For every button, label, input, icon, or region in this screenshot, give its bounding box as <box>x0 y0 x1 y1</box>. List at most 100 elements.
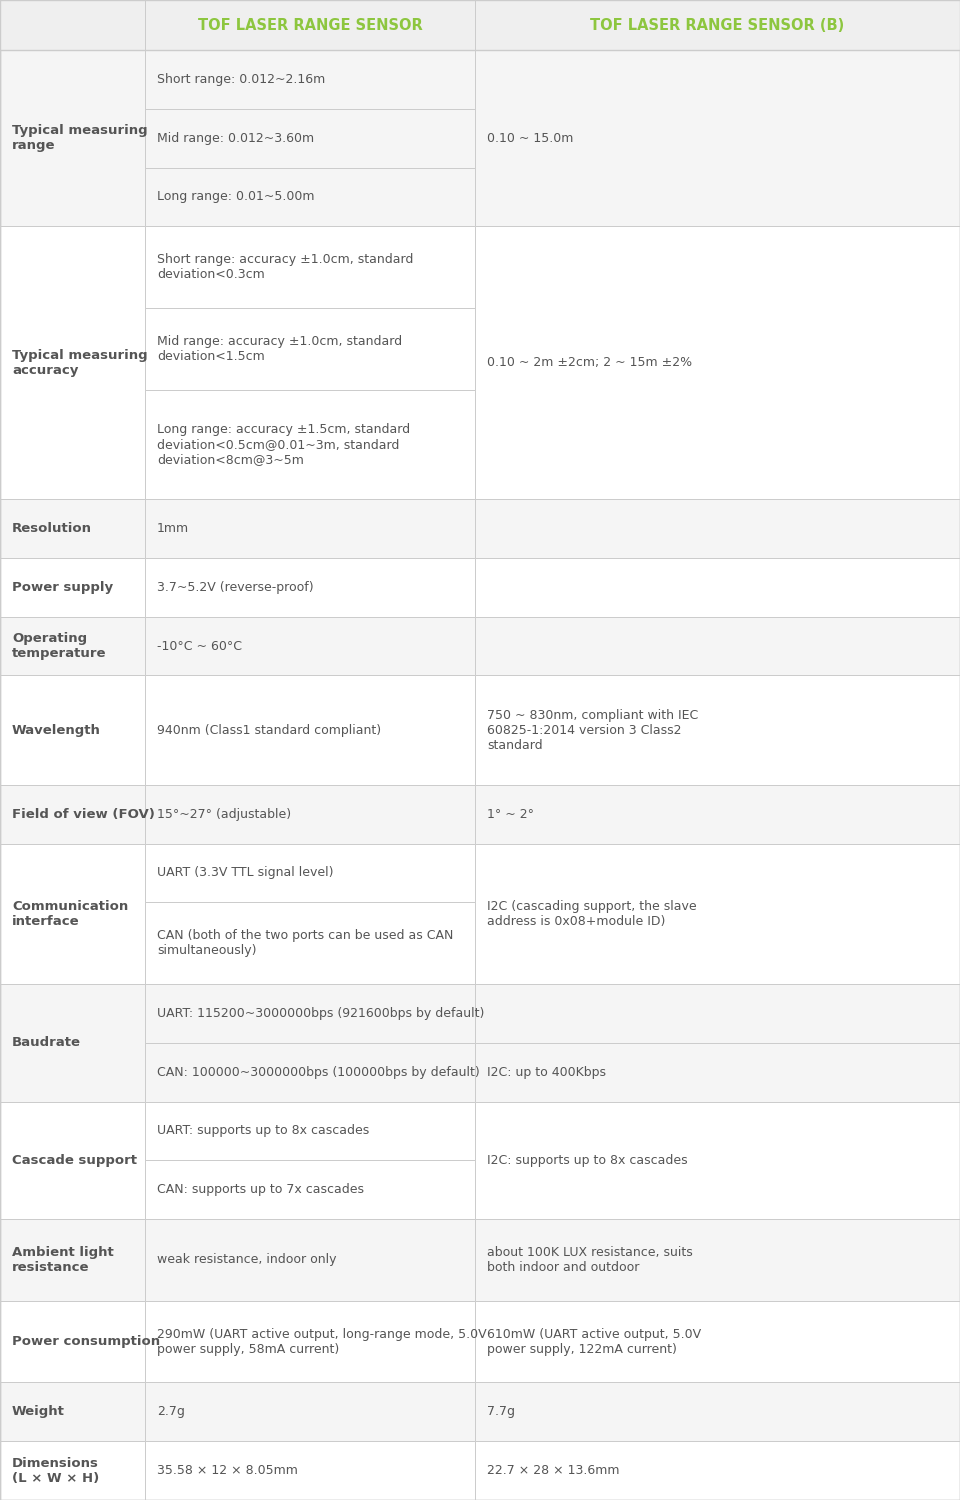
Bar <box>0 1383 145 1442</box>
Text: 750 ~ 830nm, compliant with IEC
60825-1:2014 version 3 Class2
standard: 750 ~ 830nm, compliant with IEC 60825-1:… <box>487 708 698 752</box>
Bar <box>475 784 960 843</box>
Text: Communication
interface: Communication interface <box>12 900 129 928</box>
Text: Power consumption: Power consumption <box>12 1335 160 1348</box>
Bar <box>145 1042 475 1101</box>
Text: 0.10 ~ 2m ±2cm; 2 ~ 15m ±2%: 0.10 ~ 2m ±2cm; 2 ~ 15m ±2% <box>487 356 692 369</box>
Text: 15°~27° (adjustable): 15°~27° (adjustable) <box>157 807 291 820</box>
Text: UART (3.3V TTL signal level): UART (3.3V TTL signal level) <box>157 867 333 879</box>
Bar <box>475 1383 960 1442</box>
Bar <box>0 675 145 784</box>
Text: 22.7 × 28 × 13.6mm: 22.7 × 28 × 13.6mm <box>487 1464 619 1478</box>
Text: Cascade support: Cascade support <box>12 1154 137 1167</box>
Text: Short range: 0.012~2.16m: Short range: 0.012~2.16m <box>157 74 325 86</box>
Bar <box>475 675 960 784</box>
Bar <box>145 500 475 558</box>
Bar <box>145 110 475 168</box>
Bar <box>145 843 475 903</box>
Bar <box>145 390 475 500</box>
Bar <box>475 558 960 616</box>
Bar <box>0 984 145 1101</box>
Bar <box>145 168 475 226</box>
Text: TOF LASER RANGE SENSOR (B): TOF LASER RANGE SENSOR (B) <box>590 18 845 33</box>
Text: 610mW (UART active output, 5.0V
power supply, 122mA current): 610mW (UART active output, 5.0V power su… <box>487 1328 701 1356</box>
Bar <box>475 1220 960 1300</box>
Bar <box>475 1300 960 1383</box>
Text: CAN: 100000~3000000bps (100000bps by default): CAN: 100000~3000000bps (100000bps by def… <box>157 1065 480 1078</box>
Text: 290mW (UART active output, long-range mode, 5.0V
power supply, 58mA current): 290mW (UART active output, long-range mo… <box>157 1328 487 1356</box>
Text: 3.7~5.2V (reverse-proof): 3.7~5.2V (reverse-proof) <box>157 580 314 594</box>
Text: Long range: 0.01~5.00m: Long range: 0.01~5.00m <box>157 190 315 204</box>
Text: Power supply: Power supply <box>12 580 113 594</box>
Bar <box>0 1300 145 1383</box>
Text: I2C: up to 400Kbps: I2C: up to 400Kbps <box>487 1065 606 1078</box>
Text: Baudrate: Baudrate <box>12 1036 81 1050</box>
Text: Ambient light
resistance: Ambient light resistance <box>12 1246 113 1274</box>
Bar <box>475 1442 960 1500</box>
Bar <box>475 616 960 675</box>
Text: UART: supports up to 8x cascades: UART: supports up to 8x cascades <box>157 1125 370 1137</box>
Text: Mid range: accuracy ±1.0cm, standard
deviation<1.5cm: Mid range: accuracy ±1.0cm, standard dev… <box>157 334 402 363</box>
Bar <box>475 0 960 50</box>
Bar <box>145 558 475 616</box>
Bar <box>145 675 475 784</box>
Bar <box>145 0 475 50</box>
Bar <box>145 784 475 843</box>
Bar <box>145 616 475 675</box>
Text: Dimensions
(L × W × H): Dimensions (L × W × H) <box>12 1456 99 1485</box>
Bar <box>0 1101 145 1220</box>
Bar <box>475 843 960 984</box>
Text: I2C: supports up to 8x cascades: I2C: supports up to 8x cascades <box>487 1154 687 1167</box>
Bar <box>0 558 145 616</box>
Bar <box>475 226 960 500</box>
Bar <box>0 500 145 558</box>
Text: Field of view (FOV): Field of view (FOV) <box>12 807 155 820</box>
Text: 940nm (Class1 standard compliant): 940nm (Class1 standard compliant) <box>157 723 381 736</box>
Text: Wavelength: Wavelength <box>12 723 101 736</box>
Text: Mid range: 0.012~3.60m: Mid range: 0.012~3.60m <box>157 132 314 144</box>
Text: Typical measuring
range: Typical measuring range <box>12 124 148 152</box>
Bar <box>145 1383 475 1442</box>
Bar <box>0 50 145 226</box>
Text: 2.7g: 2.7g <box>157 1406 185 1419</box>
Bar <box>145 1442 475 1500</box>
Text: Operating
temperature: Operating temperature <box>12 632 107 660</box>
Bar <box>145 1101 475 1161</box>
Bar <box>145 1300 475 1383</box>
Bar <box>145 226 475 308</box>
Bar <box>0 843 145 984</box>
Bar <box>0 616 145 675</box>
Text: Typical measuring
accuracy: Typical measuring accuracy <box>12 348 148 376</box>
Text: 35.58 × 12 × 8.05mm: 35.58 × 12 × 8.05mm <box>157 1464 298 1478</box>
Text: about 100K LUX resistance, suits
both indoor and outdoor: about 100K LUX resistance, suits both in… <box>487 1246 693 1274</box>
Bar <box>145 50 475 110</box>
Bar <box>0 1220 145 1300</box>
Text: 1° ~ 2°: 1° ~ 2° <box>487 807 534 820</box>
Bar <box>475 1042 960 1101</box>
Bar <box>475 984 960 1042</box>
Text: CAN (both of the two ports can be used as CAN
simultaneously): CAN (both of the two ports can be used a… <box>157 928 453 957</box>
Text: 7.7g: 7.7g <box>487 1406 515 1419</box>
Text: Long range: accuracy ±1.5cm, standard
deviation<0.5cm@0.01~3m, standard
deviatio: Long range: accuracy ±1.5cm, standard de… <box>157 423 410 466</box>
Text: Short range: accuracy ±1.0cm, standard
deviation<0.3cm: Short range: accuracy ±1.0cm, standard d… <box>157 254 414 280</box>
Bar <box>145 1161 475 1220</box>
Bar <box>145 1220 475 1300</box>
Text: UART: 115200~3000000bps (921600bps by default): UART: 115200~3000000bps (921600bps by de… <box>157 1007 485 1020</box>
Bar <box>145 984 475 1042</box>
Bar <box>475 50 960 226</box>
Text: Weight: Weight <box>12 1406 65 1419</box>
Text: CAN: supports up to 7x cascades: CAN: supports up to 7x cascades <box>157 1184 364 1197</box>
Text: 0.10 ~ 15.0m: 0.10 ~ 15.0m <box>487 132 573 144</box>
Text: TOF LASER RANGE SENSOR: TOF LASER RANGE SENSOR <box>198 18 422 33</box>
Text: I2C (cascading support, the slave
address is 0x08+module ID): I2C (cascading support, the slave addres… <box>487 900 697 928</box>
Text: Resolution: Resolution <box>12 522 92 536</box>
Bar <box>0 226 145 500</box>
Bar <box>0 1442 145 1500</box>
Text: weak resistance, indoor only: weak resistance, indoor only <box>157 1254 337 1266</box>
Bar <box>0 0 145 50</box>
Bar <box>145 308 475 390</box>
Bar <box>145 903 475 984</box>
Text: 1mm: 1mm <box>157 522 189 536</box>
Bar <box>0 784 145 843</box>
Text: -10°C ~ 60°C: -10°C ~ 60°C <box>157 639 242 652</box>
Bar <box>475 500 960 558</box>
